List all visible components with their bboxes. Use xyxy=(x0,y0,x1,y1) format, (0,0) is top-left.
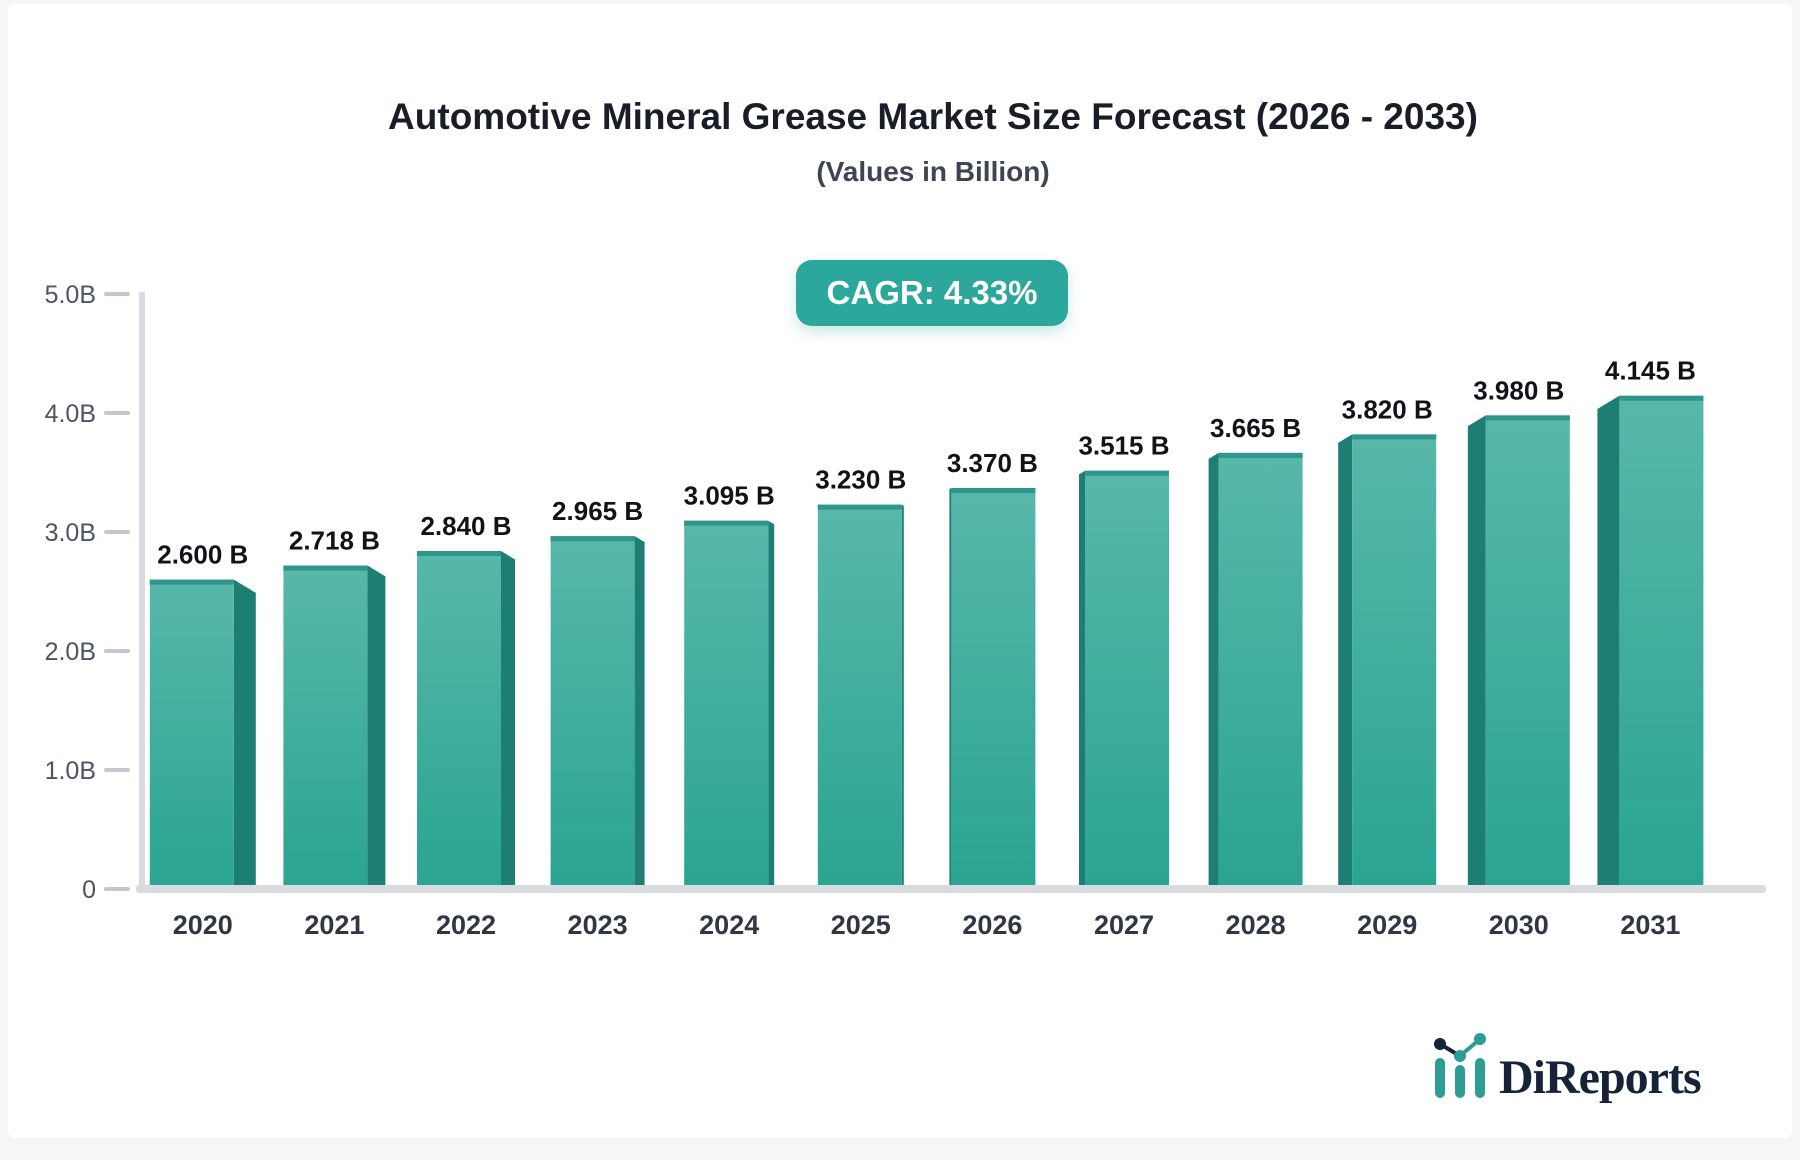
bar-2023 xyxy=(550,536,635,889)
direports-logo-text: DiReports xyxy=(1499,1051,1702,1104)
x-tick-label: 2025 xyxy=(831,910,891,940)
x-tick-label: 2020 xyxy=(173,910,233,940)
bar-top-edge xyxy=(817,504,902,510)
bar-top-edge xyxy=(1485,415,1570,421)
y-tick-label: 3.0B xyxy=(45,519,96,547)
bar-top-edge xyxy=(283,565,368,571)
bar-top-edge xyxy=(684,520,769,526)
y-tick-dash xyxy=(104,411,130,415)
bar-top-edge xyxy=(1352,434,1437,440)
bar-value-label: 3.980 B xyxy=(1473,375,1564,405)
bar-value-label: 3.665 B xyxy=(1210,413,1301,443)
bar-top-edge xyxy=(1085,470,1169,476)
bar-top-edge xyxy=(550,536,635,542)
chart-title: Automotive Mineral Grease Market Size Fo… xyxy=(388,96,1478,137)
bar-value-label: 2.965 B xyxy=(552,496,643,526)
bar-top-edge xyxy=(417,551,501,557)
y-tick-dash xyxy=(104,292,130,296)
y-tick-label: 2.0B xyxy=(45,638,96,666)
bar-2030 xyxy=(1485,415,1570,889)
x-tick-label: 2028 xyxy=(1226,910,1286,940)
bar-side-face xyxy=(949,487,952,889)
direports-logo: DiReports xyxy=(1432,1022,1702,1106)
bar-value-label: 3.515 B xyxy=(1078,431,1169,461)
x-tick-label: 2024 xyxy=(699,910,759,940)
bar-value-label: 3.230 B xyxy=(815,465,906,495)
bar-value-label: 2.600 B xyxy=(157,540,248,570)
y-tick-label: 0 xyxy=(82,876,96,904)
x-tick-label: 2021 xyxy=(304,910,364,940)
y-tick-label: 4.0B xyxy=(45,400,96,428)
bar-2031 xyxy=(1619,395,1704,889)
bar-side-face xyxy=(901,504,904,889)
chart-subtitle: (Values in Billion) xyxy=(816,156,1050,187)
y-tick-dash xyxy=(104,530,130,534)
cagr-badge: CAGR: 4.33% xyxy=(796,260,1068,326)
mini-bar-chart-icon xyxy=(1434,1033,1486,1098)
x-baseline xyxy=(136,885,1766,893)
bar-side-face xyxy=(1079,470,1085,889)
x-tick-label: 2030 xyxy=(1489,910,1549,940)
bar-2021 xyxy=(283,565,368,889)
y-tick-dash xyxy=(104,768,130,772)
bar-top-edge xyxy=(1218,452,1303,458)
bar-side-face xyxy=(1338,434,1353,889)
bar-top-edge xyxy=(149,579,234,585)
y-tick-label: 1.0B xyxy=(45,757,96,785)
bar-2025 xyxy=(817,504,902,889)
y-axis-line xyxy=(139,292,145,889)
bar-side-face xyxy=(1208,452,1219,889)
bar-2027 xyxy=(1085,470,1169,889)
bar-2026 xyxy=(951,487,1036,889)
bar-2024 xyxy=(684,520,769,889)
bar-value-label: 2.840 B xyxy=(420,511,511,541)
cagr-badge-label: CAGR: 4.33% xyxy=(826,274,1038,311)
bar-side-face xyxy=(1597,395,1620,889)
bar-value-label: 3.820 B xyxy=(1342,394,1433,424)
bar-side-face xyxy=(634,536,645,889)
bar-top-edge xyxy=(1619,395,1704,401)
x-tick-label: 2029 xyxy=(1357,910,1417,940)
bar-top-edge xyxy=(951,487,1036,493)
bar-2020 xyxy=(149,579,234,889)
x-tick-label: 2023 xyxy=(568,910,628,940)
y-tick-label: 5.0B xyxy=(45,281,96,309)
bar-value-label: 2.718 B xyxy=(289,526,380,556)
bar-side-face xyxy=(367,565,386,889)
bar-value-label: 4.145 B xyxy=(1605,356,1696,386)
chart-card: Automotive Mineral Grease Market Size Fo… xyxy=(8,4,1792,1138)
bar-value-label: 3.370 B xyxy=(947,448,1038,478)
x-tick-label: 2031 xyxy=(1620,910,1680,940)
bar-side-face xyxy=(1467,415,1486,889)
bar-side-face xyxy=(768,520,775,889)
bar-value-label: 3.095 B xyxy=(684,481,775,511)
x-tick-label: 2022 xyxy=(436,910,496,940)
bar-2022 xyxy=(417,551,501,889)
y-tick-dash xyxy=(104,649,130,653)
bar-side-face xyxy=(501,551,515,889)
x-tick-label: 2027 xyxy=(1094,910,1154,940)
bar-2028 xyxy=(1218,452,1303,889)
bar-side-face xyxy=(233,579,256,889)
x-tick-label: 2026 xyxy=(962,910,1022,940)
y-tick-dash xyxy=(104,887,130,891)
bar-2029 xyxy=(1352,434,1437,889)
bar-chart: 0 1.0B 2.0B 3.0B 4.0B 5.0B 2.600 B 2.718 B 2.840… xyxy=(45,281,1766,940)
